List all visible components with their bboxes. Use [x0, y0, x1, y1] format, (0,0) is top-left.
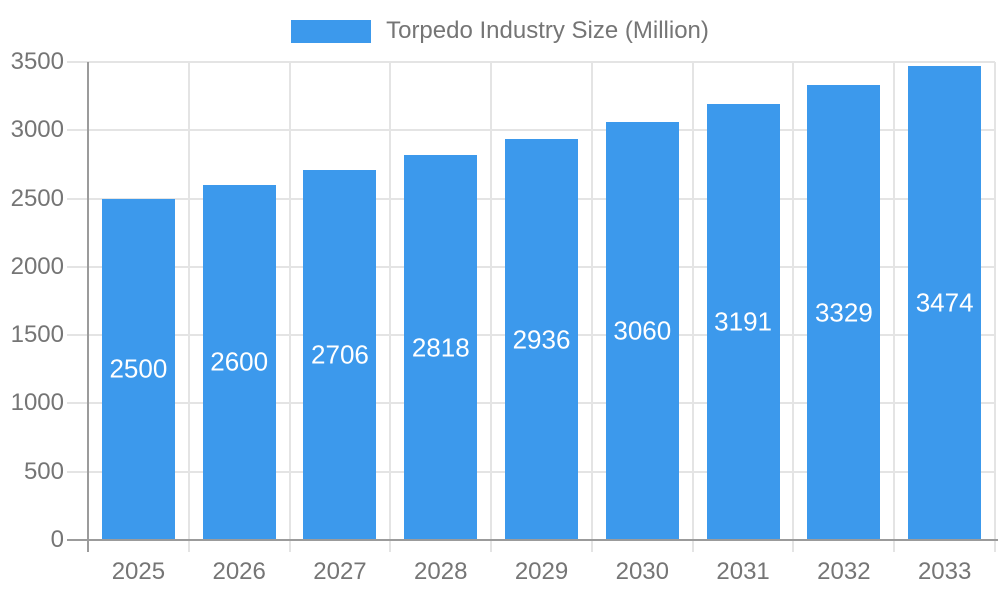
- x-axis-tick-label: 2029: [514, 558, 569, 585]
- bar-category: 3060: [592, 62, 693, 540]
- bar[interactable]: 3060: [605, 122, 679, 540]
- bar-category: 2936: [491, 62, 592, 540]
- bar-value-label: 3329: [814, 297, 873, 328]
- bar[interactable]: 2818: [404, 155, 478, 540]
- bar-category: 3474: [894, 62, 995, 540]
- bar-category: 3191: [693, 62, 794, 540]
- v-gridline: [691, 62, 694, 552]
- bar[interactable]: 2936: [504, 139, 579, 540]
- chart-legend[interactable]: Torpedo Industry Size (Million): [0, 17, 1000, 45]
- x-axis-tick-label: 2030: [615, 558, 669, 585]
- v-gridline: [893, 62, 896, 552]
- v-gridline: [389, 62, 392, 552]
- v-gridline: [590, 62, 593, 552]
- bar[interactable]: 3329: [807, 85, 881, 540]
- x-axis-tick-label: 2031: [716, 558, 770, 585]
- bar-value-label: 3060: [613, 315, 672, 346]
- bar-value-label: 2818: [411, 332, 470, 363]
- bar[interactable]: 3191: [706, 104, 780, 540]
- h-gridline: [67, 129, 995, 132]
- bar[interactable]: 3474: [908, 65, 982, 540]
- bar-category: 2500: [88, 62, 189, 540]
- bar-value-label: 2600: [210, 346, 269, 377]
- bar-value-label: 3474: [915, 287, 974, 318]
- v-gridline: [187, 62, 190, 552]
- v-gridline: [994, 62, 996, 552]
- x-axis-tick-label: 2033: [917, 558, 972, 585]
- y-axis-labels: 0 500 1000 1500 2000 2500 3000 3500: [10, 48, 64, 553]
- bar[interactable]: 2706: [303, 170, 377, 540]
- bar-category: 2600: [189, 62, 290, 540]
- v-gridline: [792, 62, 795, 552]
- v-gridline: [288, 62, 291, 552]
- bar-value-label: 2936: [512, 324, 571, 355]
- bar[interactable]: 2600: [202, 184, 276, 540]
- h-gridline: [67, 61, 995, 63]
- bar-value-label: 3191: [714, 306, 772, 337]
- x-axis-tick-label: 2027: [313, 558, 367, 585]
- plot-area: 2500 2600 2706 2818 2936 3060 3191 3329 3474: [67, 61, 998, 552]
- bar-value-label: 2500: [109, 353, 168, 384]
- x-axis-labels: 2025 2026 2027 2028 2029 2030 2031 2032 2033: [88, 556, 995, 588]
- x-axis-tick-label: 2026: [212, 558, 266, 585]
- bar-category: 2818: [390, 62, 491, 540]
- x-axis-tick-label: 2032: [817, 558, 871, 585]
- bars-container: 2500 2600 2706 2818 2936 3060 3191 3329 3474: [88, 62, 995, 540]
- v-gridline: [490, 62, 493, 552]
- bar-value-label: 2706: [311, 339, 369, 370]
- x-axis-line: [67, 539, 998, 541]
- bar-category: 3329: [793, 62, 894, 540]
- x-axis-tick-label: 2028: [414, 558, 468, 585]
- bar-category: 2706: [290, 62, 391, 540]
- legend-swatch-icon: [291, 19, 372, 43]
- bar[interactable]: 2500: [101, 198, 175, 540]
- x-axis-tick-label: 2025: [111, 558, 166, 585]
- legend-label: Torpedo Industry Size (Million): [386, 17, 709, 44]
- y-axis-line: [87, 62, 89, 552]
